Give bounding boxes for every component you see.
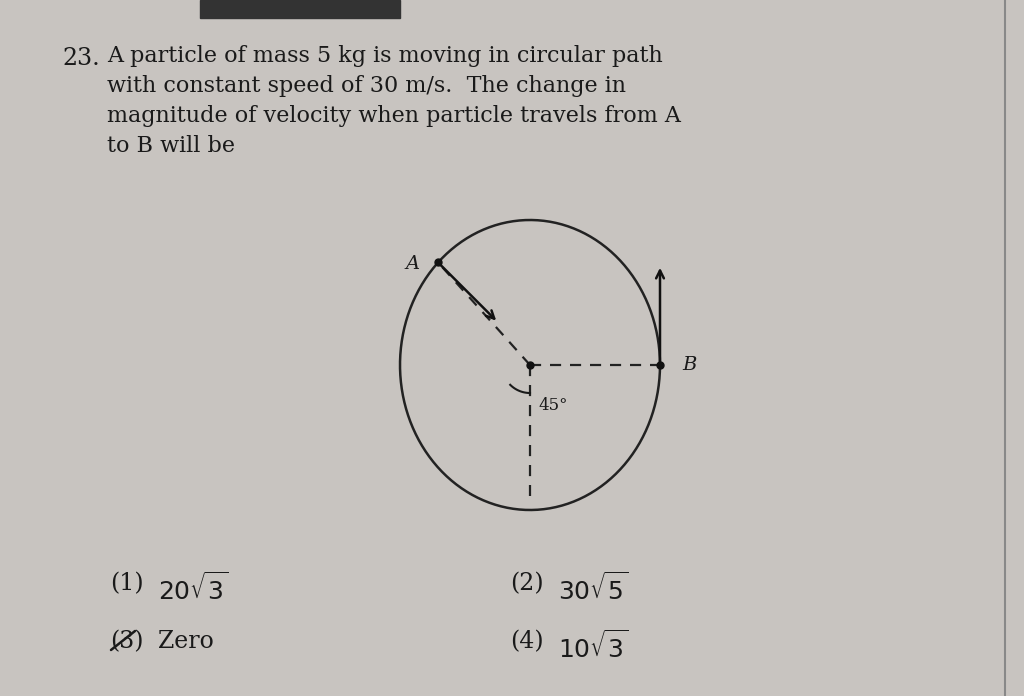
Text: $30\sqrt{5}$: $30\sqrt{5}$ [558,572,629,605]
Text: 23.: 23. [62,47,99,70]
Text: magnitude of velocity when particle travels from A: magnitude of velocity when particle trav… [106,105,681,127]
Text: A: A [406,255,420,274]
Text: B: B [682,356,696,374]
Text: A particle of mass 5 kg is moving in circular path: A particle of mass 5 kg is moving in cir… [106,45,663,67]
Text: (1): (1) [110,572,143,595]
Text: with constant speed of 30 m/s.  The change in: with constant speed of 30 m/s. The chang… [106,75,626,97]
Text: 45°: 45° [538,397,567,414]
Text: Zero: Zero [158,630,214,653]
Text: to B will be: to B will be [106,135,234,157]
Text: $20\sqrt{3}$: $20\sqrt{3}$ [158,572,228,605]
Text: $10\sqrt{3}$: $10\sqrt{3}$ [558,630,629,663]
Text: (3): (3) [110,630,143,653]
Text: (2): (2) [510,572,544,595]
Text: (4): (4) [510,630,544,653]
Bar [200,0,400,18]
